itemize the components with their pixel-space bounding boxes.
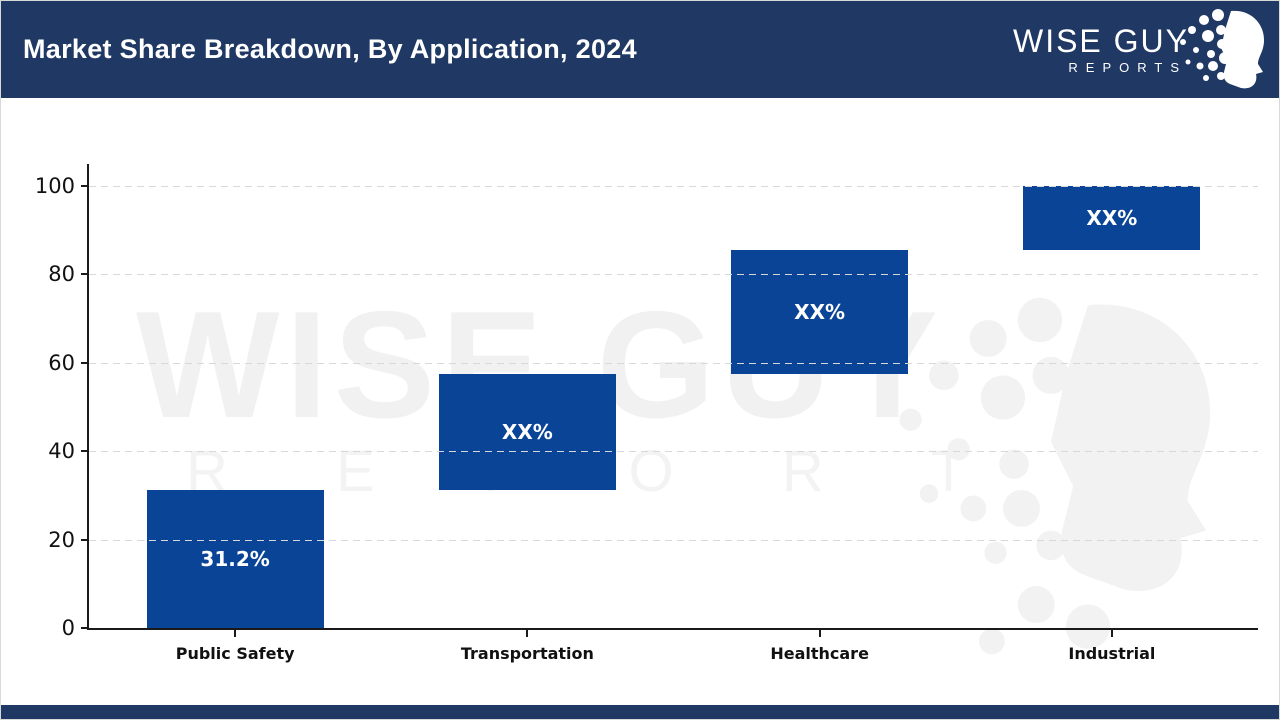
y-tick-mark-80 [81, 273, 89, 276]
watermark-head-icon [899, 297, 1211, 655]
chart-title: Market Share Breakdown, By Application, … [23, 34, 637, 64]
bar-value-label: XX% [1086, 205, 1138, 230]
x-tick-mark-2 [818, 630, 821, 637]
bar-industrial: XX% [1023, 186, 1201, 250]
y-tick-label-80: 80 [48, 262, 75, 287]
x-category-label-0: Public Safety [175, 644, 295, 663]
bar-transportation: XX% [438, 373, 616, 491]
x-category-label-3: Industrial [1068, 644, 1156, 663]
wiseguy-logo: WISE GUY REPORTS [1013, 8, 1267, 92]
y-tick-mark-100 [81, 185, 89, 187]
gridline-40 [89, 451, 1258, 453]
y-tick-label-0: 0 [61, 616, 75, 640]
bar-value-label: XX% [501, 419, 553, 444]
y-tick-mark-60 [81, 361, 89, 364]
y-axis-spine [87, 164, 89, 630]
x-tick-mark-1 [526, 630, 529, 637]
logo-reports-label: REPORTS [1068, 59, 1187, 75]
y-tick-mark-0 [81, 627, 89, 629]
y-tick-label-40: 40 [48, 439, 75, 464]
wiseguy-logo-text: WISE GUY REPORTS [1013, 25, 1189, 75]
y-tick-label-100: 100 [34, 174, 75, 198]
gridline-60 [89, 362, 1258, 364]
bar-value-label: 31.2% [200, 547, 270, 572]
wiseguy-head-icon [1180, 8, 1265, 88]
x-axis-spine [87, 628, 1258, 630]
y-tick-label-60: 60 [48, 350, 75, 375]
gridline-20 [89, 539, 1258, 541]
y-tick-mark-40 [81, 450, 89, 453]
gridline-80 [89, 274, 1258, 276]
chart-area: WISE GUY R E P O R T S [1, 98, 1279, 707]
y-tick-label-20: 20 [48, 527, 75, 552]
bar-public-safety: 31.2% [146, 490, 324, 628]
bar-value-label: XX% [794, 299, 846, 324]
header-bar: Market Share Breakdown, By Application, … [1, 1, 1279, 98]
gridline-100 [89, 186, 1258, 187]
x-category-label-1: Transportation [460, 644, 594, 663]
x-tick-mark-0 [234, 630, 237, 637]
bar-healthcare: XX% [731, 249, 909, 374]
x-tick-mark-3 [1110, 630, 1113, 637]
x-category-label-2: Healthcare [770, 644, 869, 663]
plot-area: 0 20 40 60 80 100 31.2% Public Safety XX% Transpo… [1, 98, 1279, 707]
y-tick-mark-20 [81, 538, 89, 541]
logo-wiseguy-label: WISE GUY [1012, 22, 1189, 59]
footer-bar [1, 705, 1279, 719]
